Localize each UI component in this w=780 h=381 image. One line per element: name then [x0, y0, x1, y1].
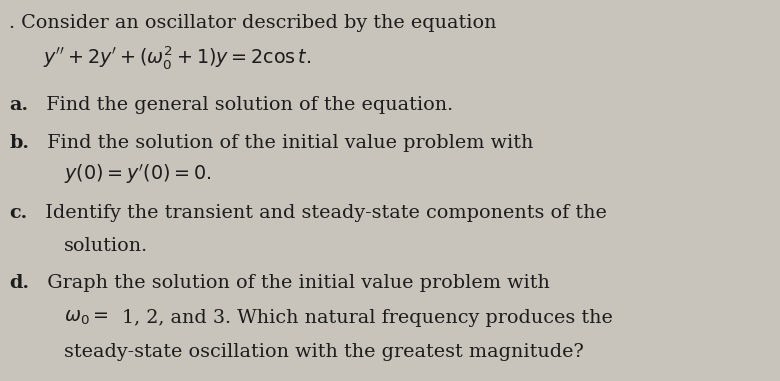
Text: Find the general solution of the equation.: Find the general solution of the equatio…: [34, 96, 453, 114]
Text: steady-state oscillation with the greatest magnitude?: steady-state oscillation with the greate…: [64, 343, 583, 361]
Text: $y'' + 2y' + (\omega_0^2 + 1)y = 2\cos t.$: $y'' + 2y' + (\omega_0^2 + 1)y = 2\cos t…: [43, 44, 311, 71]
Text: d.: d.: [9, 274, 30, 291]
Text: Graph the solution of the initial value problem with: Graph the solution of the initial value …: [35, 274, 550, 291]
Text: . Consider an oscillator described by the equation: . Consider an oscillator described by th…: [9, 14, 497, 32]
Text: b.: b.: [9, 134, 29, 152]
Text: $\omega_0 = $: $\omega_0 = $: [64, 309, 108, 327]
Text: a.: a.: [9, 96, 28, 114]
Text: Find the solution of the initial value problem with: Find the solution of the initial value p…: [35, 134, 534, 152]
Text: c.: c.: [9, 204, 27, 222]
Text: Identify the transient and steady-state components of the: Identify the transient and steady-state …: [33, 204, 607, 222]
Text: 1, 2, and 3. Which natural frequency produces the: 1, 2, and 3. Which natural frequency pro…: [122, 309, 612, 327]
Text: $y(0) = y'(0) = 0.$: $y(0) = y'(0) = 0.$: [64, 162, 211, 186]
Text: solution.: solution.: [64, 237, 148, 255]
